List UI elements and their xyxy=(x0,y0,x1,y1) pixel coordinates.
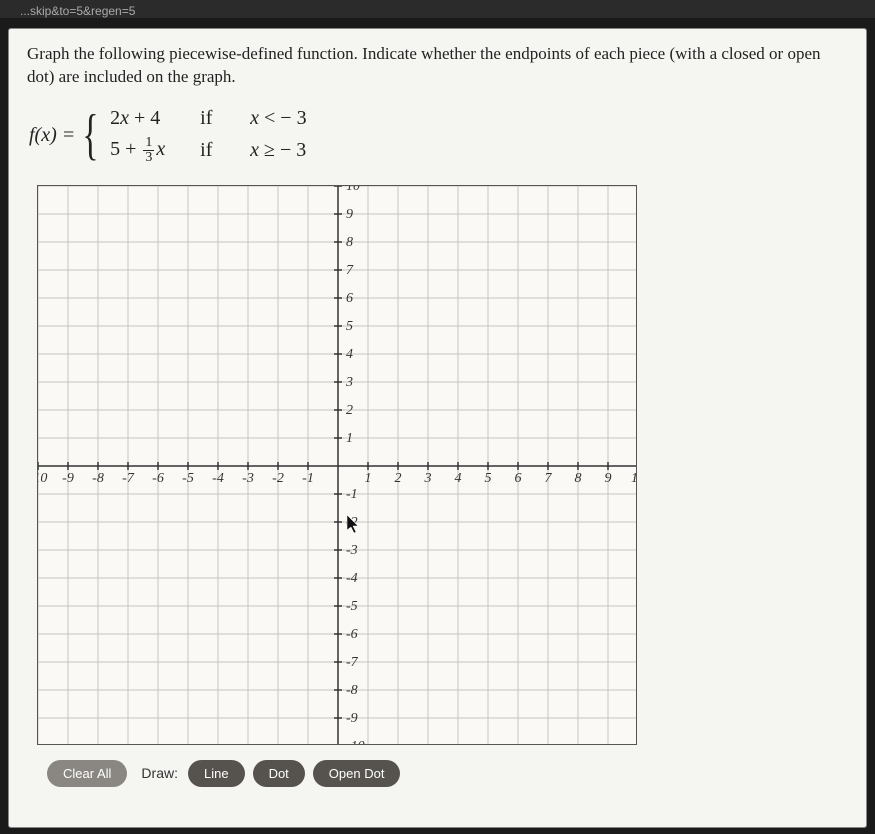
draw-toolbar: Clear All Draw: Line Dot Open Dot xyxy=(47,760,848,787)
url-bar: ...skip&to=5&regen=5 xyxy=(0,0,875,18)
svg-text:-4: -4 xyxy=(212,471,224,486)
svg-text:-9: -9 xyxy=(346,711,358,726)
svg-text:10: 10 xyxy=(631,471,637,486)
piecewise-function: f(x) = { 2x + 4 if x < − 3 5 + 13x if x … xyxy=(29,107,848,165)
draw-label: Draw: xyxy=(141,765,178,781)
svg-text:7: 7 xyxy=(346,263,354,278)
svg-text:9: 9 xyxy=(605,471,612,486)
svg-text:8: 8 xyxy=(575,471,582,486)
svg-text:-6: -6 xyxy=(346,627,358,642)
svg-text:-6: -6 xyxy=(152,471,164,486)
case2-cond: x ≥ − 3 xyxy=(250,139,306,162)
open-dot-tool-button[interactable]: Open Dot xyxy=(313,760,401,787)
case1-expr: 2x + 4 xyxy=(110,107,200,130)
svg-text:5: 5 xyxy=(346,319,353,334)
case2-if: if xyxy=(200,139,250,162)
cases: 2x + 4 if x < − 3 5 + 13x if x ≥ − 3 xyxy=(110,107,306,165)
svg-text:-5: -5 xyxy=(182,471,194,486)
svg-text:6: 6 xyxy=(515,471,522,486)
svg-text:-4: -4 xyxy=(346,571,358,586)
dot-tool-button[interactable]: Dot xyxy=(253,760,305,787)
svg-text:-2: -2 xyxy=(346,515,358,530)
line-tool-button[interactable]: Line xyxy=(188,760,245,787)
case-2: 5 + 13x if x ≥ − 3 xyxy=(110,136,306,165)
svg-text:10: 10 xyxy=(346,185,360,194)
svg-text:-8: -8 xyxy=(92,471,104,486)
content-panel: Graph the following piecewise-defined fu… xyxy=(8,28,867,828)
svg-text:-3: -3 xyxy=(242,471,254,486)
clear-all-button[interactable]: Clear All xyxy=(47,760,127,787)
svg-text:4: 4 xyxy=(346,347,353,362)
svg-text:-7: -7 xyxy=(122,471,135,486)
svg-text:-2: -2 xyxy=(272,471,284,486)
case1-if: if xyxy=(200,107,250,130)
fraction: 13 xyxy=(143,136,154,165)
svg-text:-1: -1 xyxy=(302,471,314,486)
svg-text:-9: -9 xyxy=(62,471,74,486)
url-text: ...skip&to=5&regen=5 xyxy=(20,4,135,18)
svg-text:-8: -8 xyxy=(346,683,358,698)
svg-text:4: 4 xyxy=(455,471,462,486)
svg-text:-10: -10 xyxy=(346,739,365,745)
function-lhs: f(x) = xyxy=(29,124,75,147)
instructions-text: Graph the following piecewise-defined fu… xyxy=(27,43,848,89)
svg-text:9: 9 xyxy=(346,207,353,222)
svg-text:5: 5 xyxy=(485,471,492,486)
svg-text:1: 1 xyxy=(346,431,353,446)
graph-area[interactable]: -10 -9 -8 -7 -6 -5 -4 -3 -2 -1 1 2 3 4 5 6 7 8 9 10 1 2 3 4 5 6 7 8… xyxy=(37,185,848,750)
svg-text:-10: -10 xyxy=(37,471,47,486)
svg-text:7: 7 xyxy=(545,471,553,486)
svg-text:3: 3 xyxy=(424,471,432,486)
svg-text:-5: -5 xyxy=(346,599,358,614)
svg-text:2: 2 xyxy=(395,471,402,486)
svg-text:8: 8 xyxy=(346,235,353,250)
svg-text:6: 6 xyxy=(346,291,353,306)
case-1: 2x + 4 if x < − 3 xyxy=(110,107,306,130)
svg-text:-7: -7 xyxy=(346,655,359,670)
case2-expr: 5 + 13x xyxy=(110,136,200,165)
case1-cond: x < − 3 xyxy=(250,107,306,130)
svg-text:-1: -1 xyxy=(346,487,358,502)
coordinate-grid[interactable]: -10 -9 -8 -7 -6 -5 -4 -3 -2 -1 1 2 3 4 5 6 7 8 9 10 1 2 3 4 5 6 7 8… xyxy=(37,185,637,745)
brace-icon: { xyxy=(83,113,99,158)
svg-text:3: 3 xyxy=(345,375,353,390)
svg-text:2: 2 xyxy=(346,403,353,418)
svg-text:1: 1 xyxy=(365,471,372,486)
svg-text:-3: -3 xyxy=(346,543,358,558)
